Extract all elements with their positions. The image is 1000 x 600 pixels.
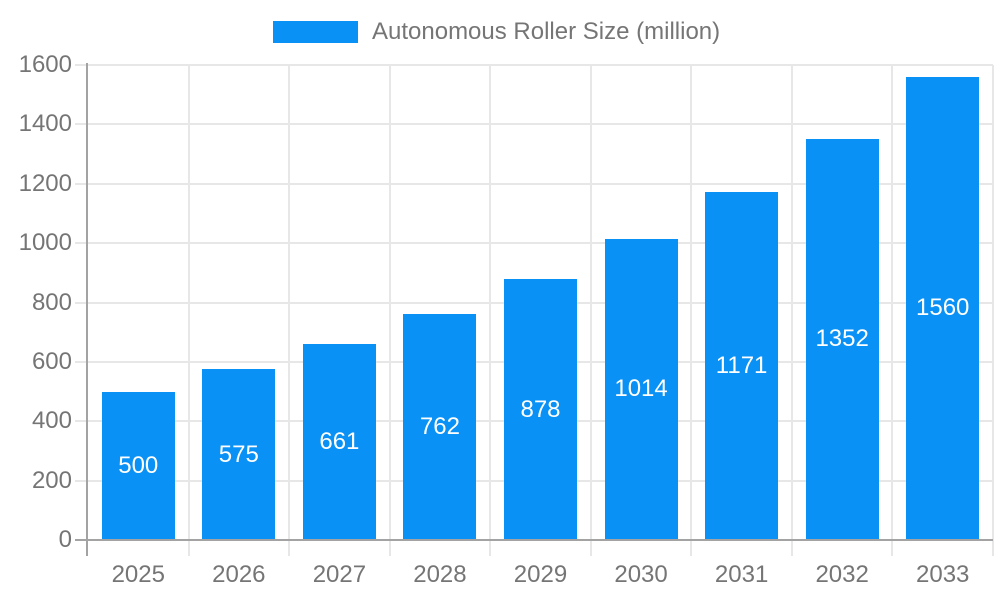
h-gridline [88,182,993,185]
bar-value-label: 1171 [715,352,768,380]
bar[interactable] [906,76,980,540]
y-tick-label: 1000 [18,229,72,257]
legend[interactable]: Autonomous Roller Size (million) [273,18,720,46]
x-tick-label: 2026 [212,561,266,588]
y-tick-label: 600 [31,347,72,375]
bar-value-label: 1014 [614,375,668,403]
bar[interactable] [504,279,577,540]
bar[interactable] [604,238,678,540]
bar[interactable] [202,369,276,540]
legend-label: Autonomous Roller Size (million) [372,18,721,45]
v-gridline [187,65,190,556]
v-gridline [790,65,793,556]
bar-value-label: 500 [118,451,159,479]
x-tick-label: 2030 [614,561,668,588]
x-tick-label: 2027 [312,561,367,588]
y-axis-tick [75,301,88,304]
v-gridline [589,65,592,556]
h-gridline [88,242,993,245]
y-tick-label: 1600 [18,51,72,78]
y-tick-label: 0 [58,526,72,553]
bar[interactable] [403,313,477,540]
v-gridline [288,65,291,556]
y-axis-tick [75,123,88,126]
x-axis-line [75,539,993,541]
v-gridline [992,65,994,556]
x-tick-label: 2033 [916,561,970,588]
legend-swatch-icon [273,21,358,43]
h-gridline [88,123,993,126]
bar-value-label: 762 [419,412,460,440]
y-tick-label: 1400 [18,110,72,138]
x-tick-label: 2031 [714,561,769,588]
y-tick-label: 800 [31,288,72,316]
bar-value-label: 1560 [916,294,970,322]
h-gridline [88,64,993,66]
bar-value-label: 878 [520,395,561,423]
y-axis-tick [75,242,88,245]
bar-value-label: 1352 [815,325,869,353]
v-gridline [489,65,492,556]
y-tick-label: 400 [31,407,72,435]
y-axis-tick [75,360,88,363]
v-gridline [388,65,391,556]
bar[interactable] [101,391,175,540]
y-axis-tick [75,420,88,423]
x-tick-label: 2025 [111,561,165,588]
y-axis-tick [75,479,88,482]
y-tick-label: 200 [31,466,72,494]
y-tick-label: 1200 [18,169,72,197]
x-tick-label: 2029 [513,561,568,588]
v-gridline [690,65,693,556]
bar[interactable] [705,192,779,540]
bar-value-label: 575 [218,440,259,468]
x-tick-label: 2028 [413,561,467,588]
bar[interactable] [302,343,376,540]
bar-value-label: 661 [319,427,360,455]
y-axis-line [86,63,88,556]
x-tick-label: 2032 [815,561,869,588]
bar[interactable] [805,138,879,540]
y-axis-tick [75,182,88,185]
v-gridline [891,65,894,556]
y-axis-tick [75,64,88,66]
